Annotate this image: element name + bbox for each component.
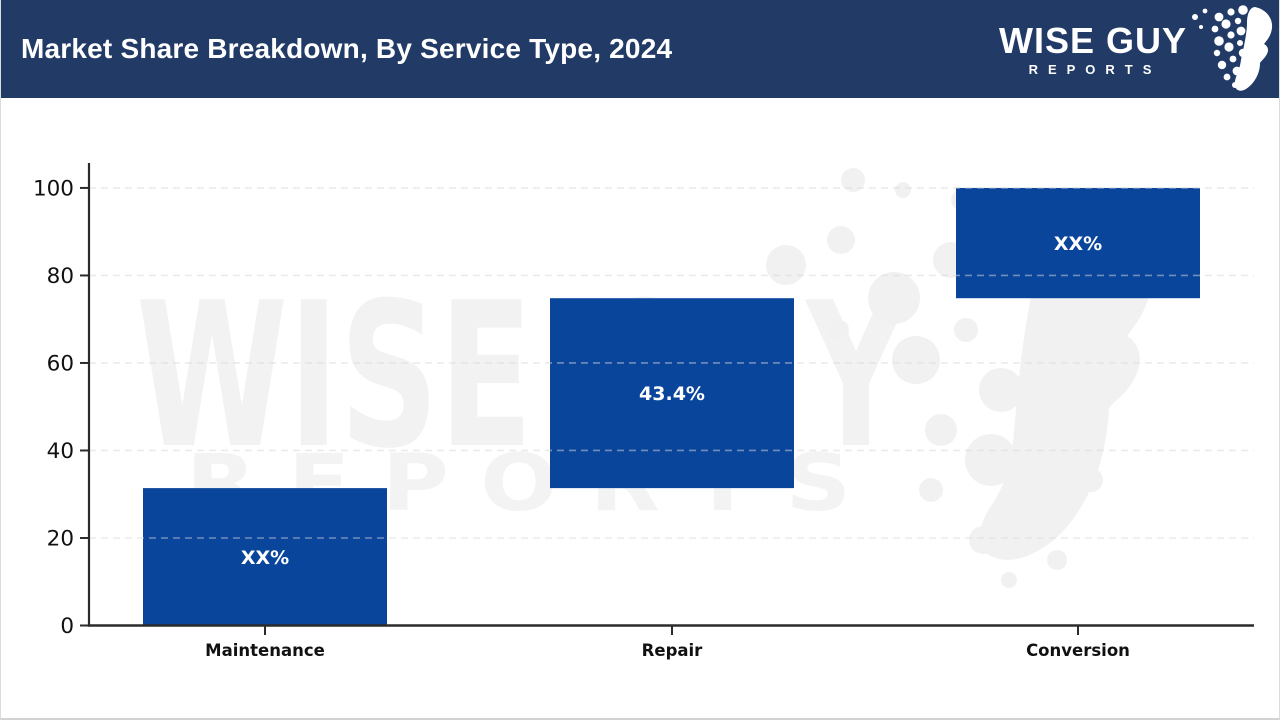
logo-subtitle: REPORTS — [1028, 61, 1162, 77]
watermark-dot — [829, 320, 849, 340]
watermark-dot — [965, 434, 1017, 486]
bar-maintenance — [143, 488, 387, 626]
wise-guy-reports-logo: WISE GUY REPORTS — [999, 3, 1275, 95]
x-tick-label-repair: Repair — [642, 641, 703, 660]
bar-conversion — [956, 187, 1200, 299]
gridlines-group — [89, 187, 1254, 539]
page-title: Market Share Breakdown, By Service Type,… — [21, 33, 673, 64]
x-tick-label-conversion: Conversion — [1026, 641, 1130, 660]
watermark-dot — [919, 478, 943, 502]
x-tick-label-maintenance: Maintenance — [205, 641, 325, 660]
watermark-dot — [827, 226, 855, 254]
y-tick-label: 40 — [47, 439, 74, 464]
bars-group — [143, 187, 1200, 626]
dotted-face-profile-icon — [1192, 5, 1273, 91]
y-tick-label: 20 — [47, 526, 74, 551]
logo-wordmark: WISE GUY — [998, 19, 1187, 61]
watermark-dot — [979, 368, 1023, 412]
bar-repair — [550, 298, 794, 489]
watermark-dot — [925, 414, 957, 446]
header-banner: Market Share Breakdown, By Service Type,… — [1, 0, 1279, 98]
logo-text: WISE GUY REPORTS — [998, 19, 1187, 77]
watermark-dot — [892, 336, 940, 384]
bar-value-label: XX% — [1054, 233, 1102, 255]
watermark-dot — [954, 318, 978, 342]
y-tick-label: 80 — [47, 264, 74, 289]
watermark-dot — [766, 245, 806, 285]
y-tick-label: 0 — [60, 614, 74, 639]
bar-value-label: XX% — [241, 547, 289, 569]
y-tick-label: 100 — [33, 176, 74, 201]
y-tick-label: 60 — [47, 351, 74, 376]
bar-value-label: 43.4% — [639, 383, 705, 405]
bar-labels-group: XX% 43.4% XX% — [241, 233, 1102, 569]
watermark-dot — [895, 182, 911, 198]
watermark-dot — [841, 168, 865, 192]
watermark-dot — [868, 272, 920, 324]
watermark-dot — [1047, 550, 1067, 570]
watermark-dot — [1001, 572, 1017, 588]
axes-group: 0 20 40 60 80 100 Maintenance Repair Conversion — [33, 163, 1254, 660]
